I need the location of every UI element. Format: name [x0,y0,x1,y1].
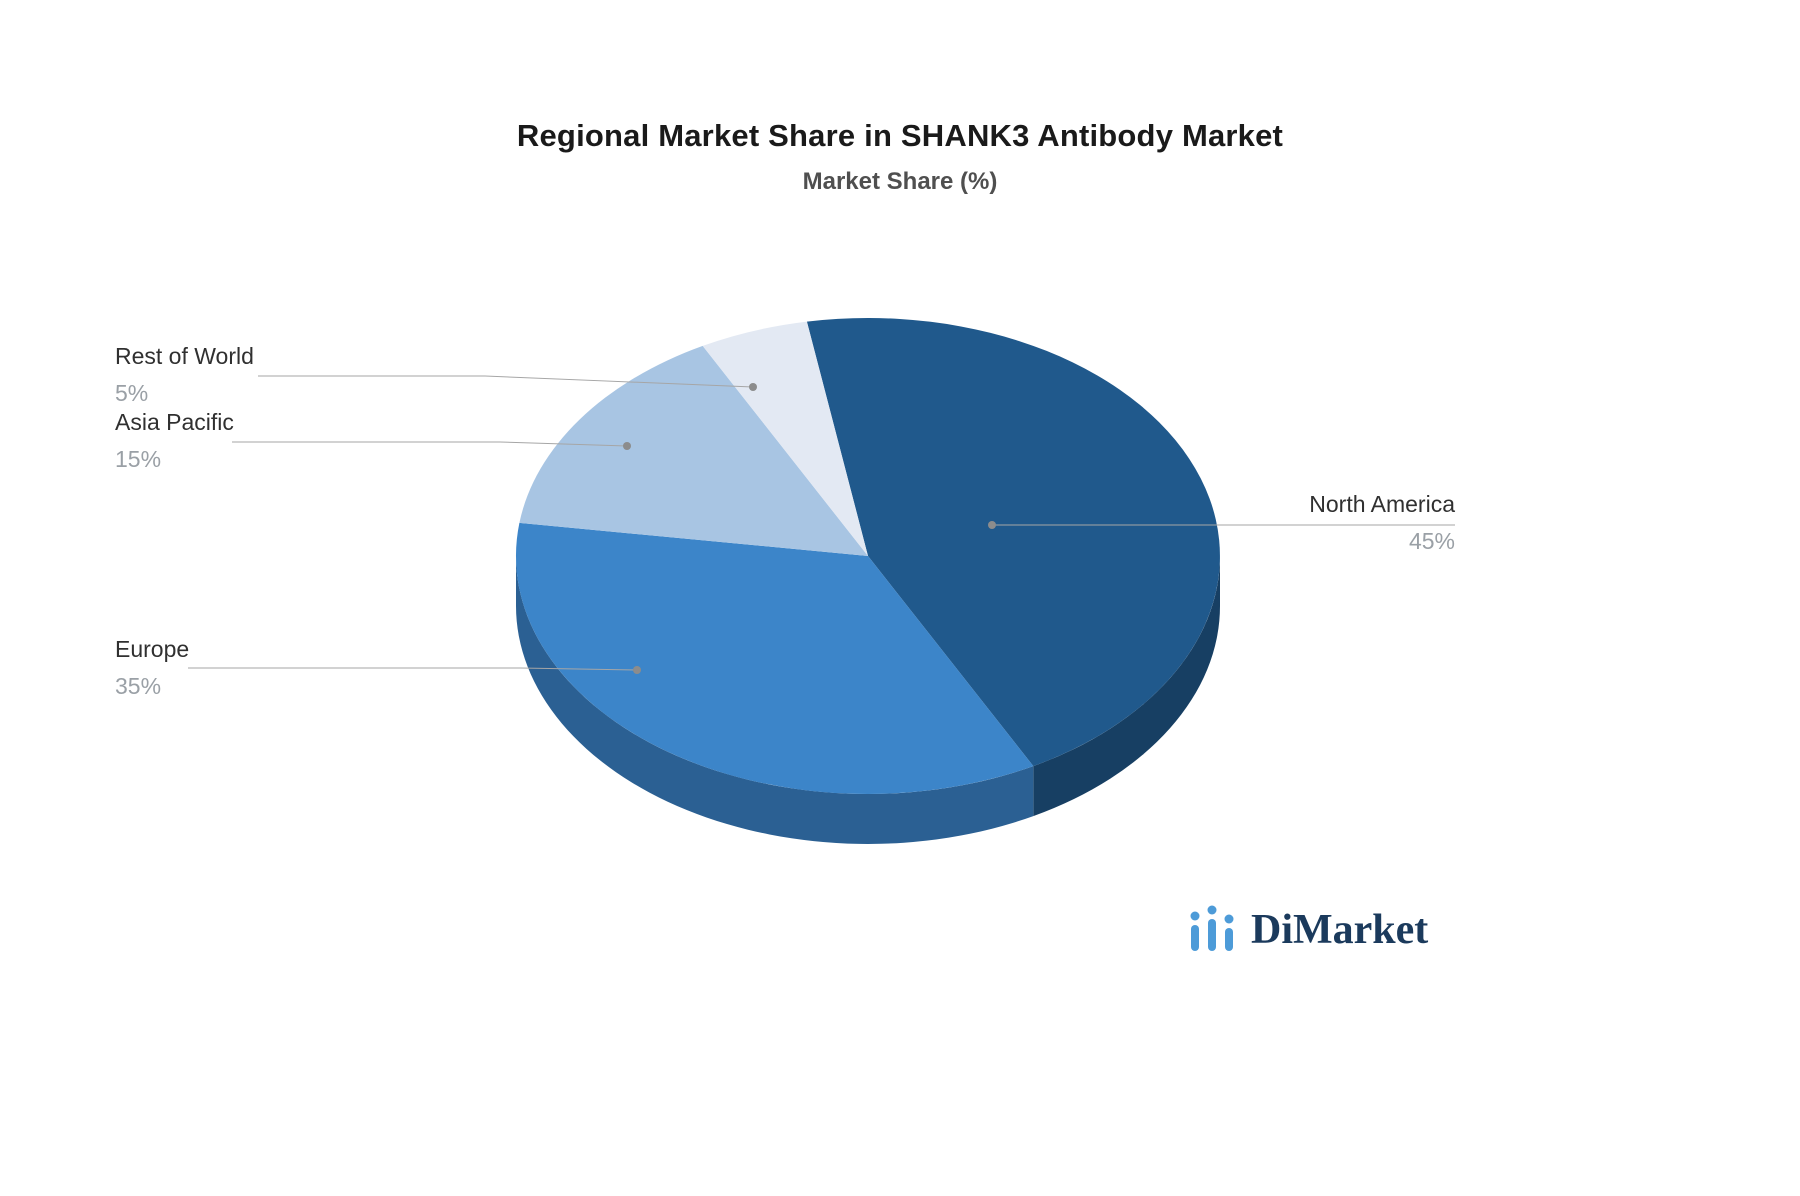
pie-slice-rest-of-world[interactable] [702,321,868,556]
pie-label-europe: Europe 35% [115,636,190,700]
pie-slice-side-north-america [1033,556,1220,817]
leader-dot-europe [633,666,641,674]
pie-slice-europe[interactable] [515,522,1034,794]
pie-label-value: 5% [115,380,149,407]
pie-label-asia-pacific: Asia Pacific 15% [115,409,234,473]
pie-label-north-america: North America 45% [1309,491,1455,555]
chart-subtitle: Market Share (%) [802,168,998,195]
pie-slice-north-america[interactable] [806,317,1220,767]
dimarket-logo: DiMarket [1185,903,1428,957]
pie-label-name: North America [1309,491,1455,517]
leader-line-rest-of-world [258,375,754,388]
pie-label-value: 45% [1408,528,1455,555]
pie-label-rest-of-world: Rest of World 5% [115,343,254,407]
logo-text: DiMarket [1251,907,1429,953]
pie-slice-side-europe [516,556,1034,844]
leader-line-europe [188,667,638,671]
pie-label-name: Rest of World [115,343,254,369]
pie-label-value: 35% [115,673,162,700]
pie-slice-asia-pacific[interactable] [519,345,868,556]
leader-dot-asia-pacific [623,442,631,450]
bar-chart-icon [1190,905,1234,951]
pie-label-name: Asia Pacific [115,409,234,435]
pie-label-name: Europe [115,636,190,662]
pie-label-value: 15% [115,446,162,473]
leader-dot-north-america [988,521,996,529]
leader-dot-rest-of-world [749,383,757,391]
leader-line-asia-pacific [232,441,628,447]
chart-title: Regional Market Share in SHANK3 Antibody… [516,118,1284,153]
